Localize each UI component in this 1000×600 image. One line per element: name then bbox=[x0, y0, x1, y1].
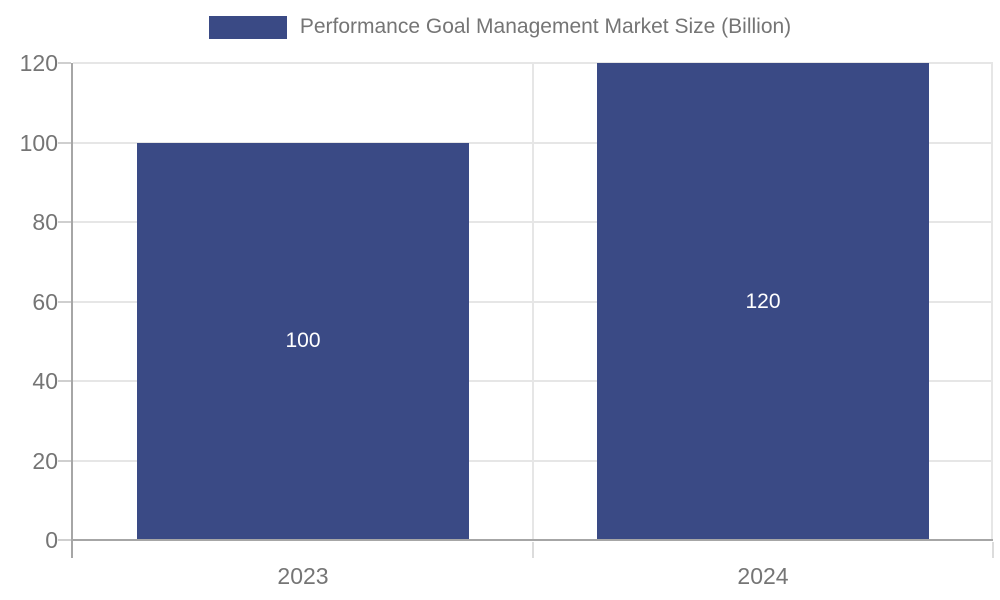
bar-2023: 100 bbox=[137, 142, 469, 540]
plot-right-border bbox=[991, 63, 993, 540]
y-tick-mark bbox=[58, 221, 71, 223]
y-tick-mark bbox=[58, 380, 71, 382]
y-tick-mark bbox=[58, 300, 71, 303]
y-tick-mark bbox=[58, 141, 71, 144]
y-tick-label: 20 bbox=[32, 447, 58, 474]
x-tick-label: 2024 bbox=[737, 563, 789, 589]
x-axis-line bbox=[71, 539, 993, 541]
y-tick-mark bbox=[58, 539, 71, 541]
x-gridline bbox=[532, 63, 534, 540]
legend-swatch bbox=[208, 15, 287, 39]
y-tick-label: 80 bbox=[32, 209, 58, 235]
y-tick-label: 0 bbox=[45, 527, 58, 553]
y-tick-label: 40 bbox=[32, 368, 58, 394]
y-tick-mark bbox=[58, 459, 71, 462]
x-tick-mark bbox=[532, 542, 534, 558]
y-tick-label: 120 bbox=[19, 50, 58, 76]
bar-value-label: 100 bbox=[285, 329, 321, 353]
y-tick-label: 100 bbox=[19, 129, 58, 156]
y-axis-line bbox=[71, 63, 73, 558]
x-tick-label: 2023 bbox=[277, 563, 329, 589]
bar-value-label: 120 bbox=[745, 289, 781, 313]
x-tick-mark bbox=[992, 542, 994, 558]
bar-2024: 120 bbox=[597, 63, 929, 540]
legend-label: Performance Goal Management Market Size … bbox=[299, 15, 792, 38]
legend: Performance Goal Management Market Size … bbox=[0, 15, 1000, 39]
y-tick-mark bbox=[58, 62, 71, 64]
y-tick-label: 60 bbox=[32, 288, 58, 315]
